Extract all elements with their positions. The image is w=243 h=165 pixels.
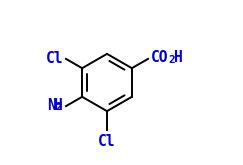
Text: Cl: Cl: [45, 51, 63, 66]
Text: H: H: [174, 50, 183, 65]
Text: Cl: Cl: [98, 134, 116, 149]
Text: CO: CO: [151, 50, 168, 65]
Text: N: N: [47, 98, 56, 113]
Text: 2: 2: [168, 55, 175, 65]
Text: 2: 2: [56, 102, 62, 112]
Text: H: H: [54, 98, 63, 113]
